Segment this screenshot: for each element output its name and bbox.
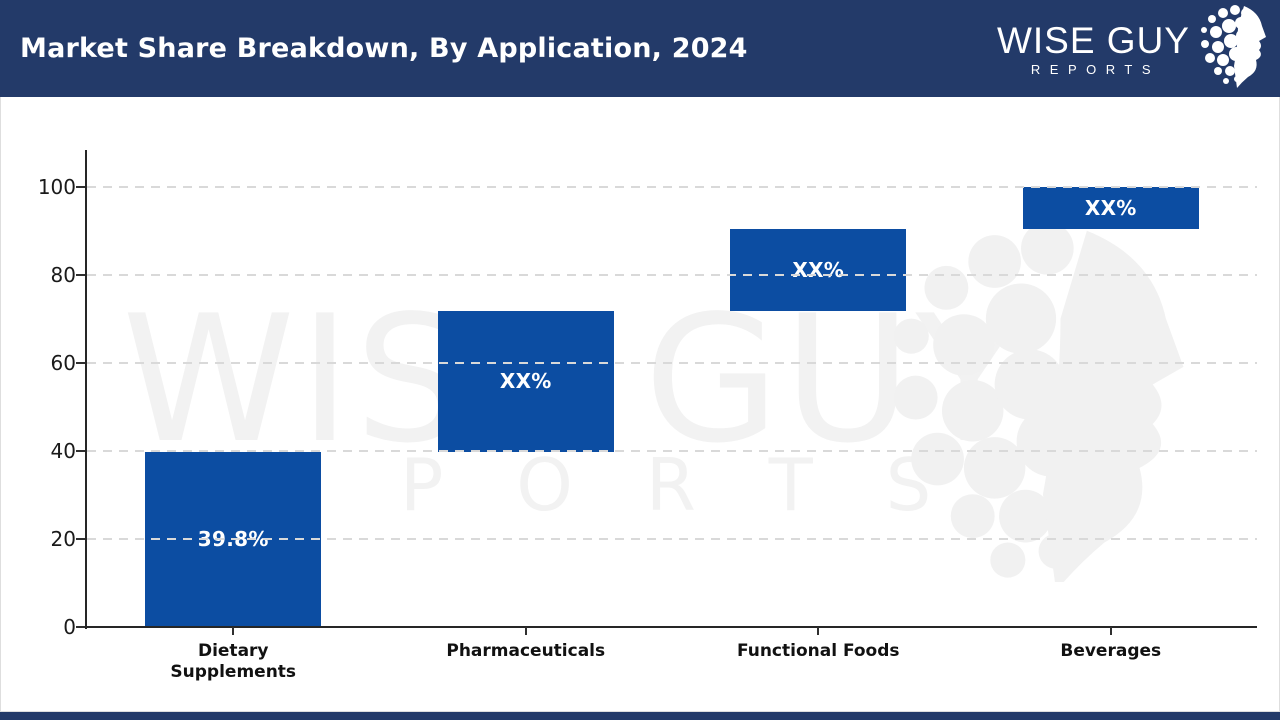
bar-value-label: XX% (792, 257, 845, 282)
y-axis-line (85, 150, 87, 629)
y-tick-mark-60 (76, 362, 85, 364)
bar-pharmaceuticals: XX% (437, 311, 614, 452)
logo-name: WISE GUY (996, 19, 1190, 61)
y-tick-label-20: 20 (50, 527, 76, 551)
x-tick-label-functional-foods: Functional Foods (736, 641, 900, 661)
gridline-100 (87, 186, 1257, 188)
header-bar: Market Share Breakdown, By Application, … (0, 0, 1280, 97)
gridline-60 (87, 362, 1257, 364)
y-tick-label-0: 0 (63, 615, 76, 639)
bar-functional-foods: XX% (730, 228, 907, 312)
logo-subtitle: REPORTS (1030, 61, 1161, 77)
x-tick-mark-1 (524, 627, 527, 635)
footer-bar (0, 712, 1280, 720)
bar-beverages: XX% (1022, 187, 1199, 229)
gridline-40 (87, 450, 1257, 452)
x-tick-mark-3 (1109, 627, 1112, 635)
y-tick-mark-80 (76, 274, 85, 276)
gridline-20 (87, 538, 1257, 540)
y-tick-mark-40 (76, 450, 85, 452)
y-tick-mark-100 (76, 186, 85, 188)
dotted-face-icon (1192, 4, 1266, 94)
page-title: Market Share Breakdown, By Application, … (20, 33, 748, 64)
x-tick-label-pharmaceuticals: Pharmaceuticals (446, 641, 606, 661)
bar-value-label: XX% (1084, 195, 1137, 220)
x-tick-label-beverages: Beverages (1060, 641, 1162, 661)
y-tick-label-40: 40 (50, 439, 76, 463)
y-tick-label-80: 80 (50, 263, 76, 287)
gridline-80 (87, 274, 1257, 276)
x-tick-mark-0 (232, 627, 235, 635)
y-tick-label-100: 100 (37, 175, 76, 199)
wise-guy-reports-logo: WISE GUY REPORTS (997, 4, 1266, 94)
y-tick-label-60: 60 (50, 351, 76, 375)
x-tick-mark-2 (817, 627, 820, 635)
x-tick-label-dietary-supplements: Dietary Supplements (170, 641, 297, 683)
y-tick-mark-0 (76, 626, 85, 628)
x-axis-line (85, 626, 1257, 628)
logo-text: WISE GUY REPORTS (997, 22, 1190, 77)
y-tick-mark-20 (76, 538, 85, 540)
bar-value-label: XX% (499, 369, 552, 394)
